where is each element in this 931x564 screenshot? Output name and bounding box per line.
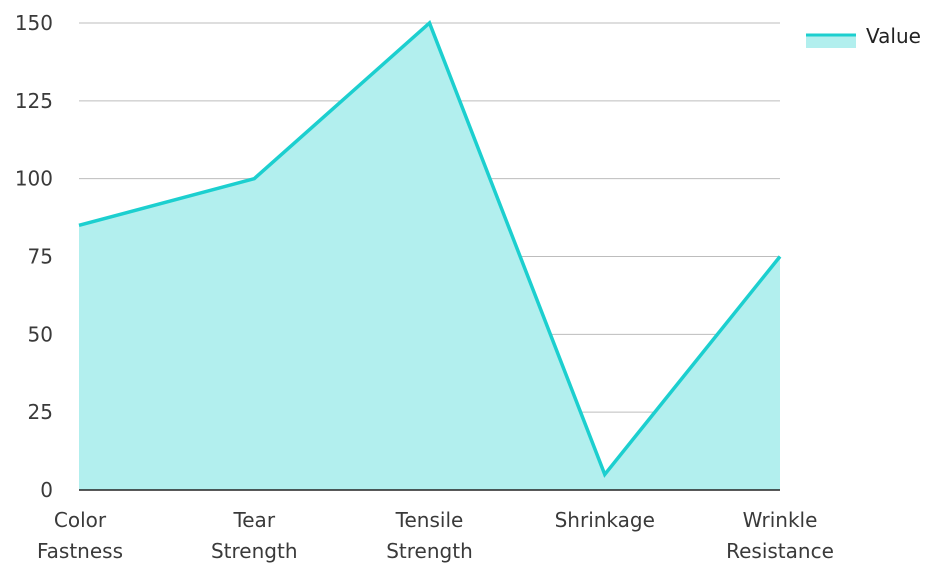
x-tick-label-line: Strength xyxy=(211,539,298,563)
y-axis-ticks: 0 25 50 75 100 125 150 xyxy=(15,11,53,502)
y-tick-label: 125 xyxy=(15,89,53,113)
legend-label: Value xyxy=(866,24,921,48)
x-tick-label: Wrinkle Resistance xyxy=(726,508,834,563)
y-tick-label: 150 xyxy=(15,11,53,35)
x-axis-ticks: Color Fastness Tear Strength Tensile Strength… xyxy=(37,508,834,563)
y-tick-label: 25 xyxy=(28,400,53,424)
x-tick-label-line: Fastness xyxy=(37,539,123,563)
series-area xyxy=(78,20,782,491)
x-tick-label-line: Tensile xyxy=(395,508,464,532)
x-tick-label: Tear Strength xyxy=(211,508,298,563)
x-tick-label: Shrinkage xyxy=(555,508,655,532)
y-tick-label: 50 xyxy=(28,322,53,346)
area-fill xyxy=(79,23,780,490)
x-tick-label-line: Tear xyxy=(232,508,275,532)
x-tick-label-line: Shrinkage xyxy=(555,508,655,532)
x-tick-label-line: Wrinkle xyxy=(743,508,818,532)
legend: Value xyxy=(806,24,921,48)
y-tick-label: 0 xyxy=(40,478,53,502)
x-tick-label: Tensile Strength xyxy=(386,508,473,563)
x-tick-label-line: Color xyxy=(54,508,107,532)
x-tick-label: Color Fastness xyxy=(37,508,123,563)
y-tick-label: 100 xyxy=(15,167,53,191)
y-tick-label: 75 xyxy=(28,245,53,269)
legend-swatch xyxy=(806,34,856,48)
x-tick-label-line: Resistance xyxy=(726,539,834,563)
x-tick-label-line: Strength xyxy=(386,539,473,563)
